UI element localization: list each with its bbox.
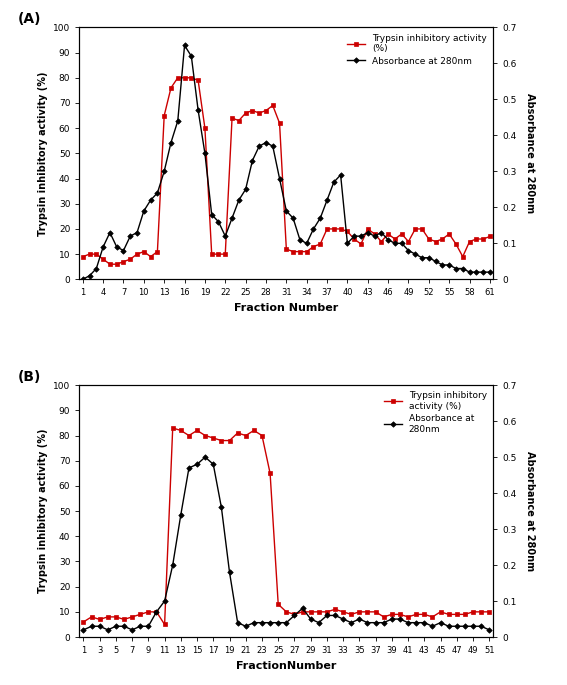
Trypsin inhibitory
activity (%) <box>185 432 192 440</box>
Trypsin inhibitory activity
(%) <box>310 242 317 251</box>
Trypsin inhibitory
activity (%) <box>226 436 233 445</box>
Absorbance at
280nm <box>202 453 209 461</box>
Text: (A): (A) <box>18 12 41 26</box>
Text: (B): (B) <box>18 370 41 384</box>
Y-axis label: Trypsin inhibitory activity (%): Trypsin inhibitory activity (%) <box>37 71 48 236</box>
Trypsin inhibitory activity
(%) <box>235 116 242 125</box>
Trypsin inhibitory
activity (%) <box>80 618 87 626</box>
Absorbance at
280nm <box>478 622 485 630</box>
Absorbance at
280nm <box>210 460 217 469</box>
Trypsin inhibitory
activity (%) <box>364 608 371 616</box>
Trypsin inhibitory activity
(%) <box>175 74 181 82</box>
Absorbance at
280nm <box>356 615 363 623</box>
Line: Absorbance at
280nm: Absorbance at 280nm <box>82 455 491 632</box>
Absorbance at 280nm <box>175 117 181 125</box>
Trypsin inhibitory activity
(%) <box>446 230 452 238</box>
Absorbance at
280nm <box>380 619 387 627</box>
Trypsin inhibitory activity
(%) <box>168 84 175 92</box>
Trypsin inhibitory activity
(%) <box>79 253 86 261</box>
Trypsin inhibitory
activity (%) <box>486 608 493 616</box>
Line: Trypsin inhibitory
activity (%): Trypsin inhibitory activity (%) <box>82 426 491 626</box>
Absorbance at 280nm <box>486 268 493 276</box>
Trypsin inhibitory
activity (%) <box>478 608 485 616</box>
Line: Trypsin inhibitory activity
(%): Trypsin inhibitory activity (%) <box>81 76 492 266</box>
Absorbance at
280nm <box>486 625 493 634</box>
Absorbance at 280nm <box>439 261 446 269</box>
X-axis label: FractionNumber: FractionNumber <box>236 660 337 671</box>
Absorbance at
280nm <box>80 625 87 634</box>
X-axis label: Fraction Number: Fraction Number <box>234 303 338 313</box>
Line: Absorbance at 280nm: Absorbance at 280nm <box>81 43 492 282</box>
Absorbance at
280nm <box>170 561 176 569</box>
Trypsin inhibitory
activity (%) <box>161 621 168 629</box>
Trypsin inhibitory
activity (%) <box>388 610 395 619</box>
Absorbance at 280nm <box>331 178 337 186</box>
Absorbance at 280nm <box>181 41 188 49</box>
Absorbance at 280nm <box>161 167 168 175</box>
Trypsin inhibitory activity
(%) <box>188 74 194 82</box>
Absorbance at 280nm <box>303 239 310 247</box>
Trypsin inhibitory activity
(%) <box>486 232 493 240</box>
Absorbance at
280nm <box>218 503 225 512</box>
Trypsin inhibitory activity
(%) <box>107 260 113 269</box>
Y-axis label: Trypsin inhibitory activity (%): Trypsin inhibitory activity (%) <box>37 429 48 593</box>
Legend: Trypsin inhibitory
activity (%), Absorbance at
280nm: Trypsin inhibitory activity (%), Absorba… <box>380 388 490 438</box>
Trypsin inhibitory
activity (%) <box>170 424 176 432</box>
Legend: Trypsin inhibitory activity
(%), Absorbance at 280nm: Trypsin inhibitory activity (%), Absorba… <box>344 30 490 69</box>
Absorbance at 280nm <box>79 275 86 284</box>
Absorbance at 280nm <box>229 214 235 222</box>
Y-axis label: Absorbance at 280nm: Absorbance at 280nm <box>524 451 535 571</box>
Y-axis label: Absorbance at 280nm: Absorbance at 280nm <box>524 93 535 214</box>
Trypsin inhibitory activity
(%) <box>337 225 344 233</box>
Trypsin inhibitory
activity (%) <box>218 436 225 445</box>
